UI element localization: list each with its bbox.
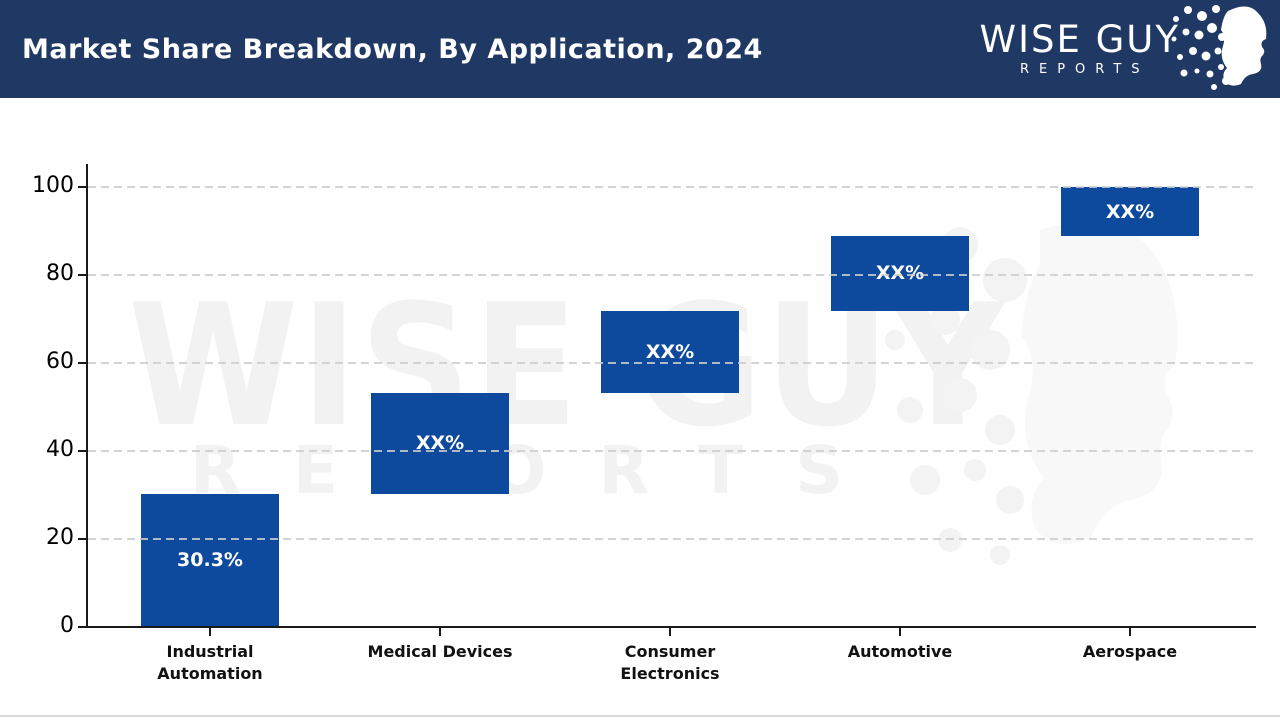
y-tick-label: 100 bbox=[32, 173, 74, 198]
bar-segment-2: XX% bbox=[371, 392, 509, 494]
x-category-label: Aerospace bbox=[1082, 642, 1178, 661]
bar-value-label: 30.3% bbox=[177, 549, 243, 572]
logo-face-icon bbox=[1171, 5, 1267, 90]
x-tick-mark bbox=[899, 628, 901, 636]
x-tick-mark bbox=[209, 628, 211, 636]
x-tick-mark bbox=[669, 628, 671, 636]
bar-segment-3: XX% bbox=[601, 310, 739, 393]
x-tick-mark bbox=[439, 628, 441, 636]
footer-divider bbox=[0, 715, 1280, 717]
bar-value-label: XX% bbox=[645, 340, 695, 363]
logo-subtitle: REPORTS bbox=[1019, 62, 1150, 77]
x-axis-spine bbox=[86, 626, 1256, 628]
gridline-80 bbox=[88, 274, 1254, 276]
wiseguy-logo: WISE GUY REPORTS bbox=[980, 1, 1280, 97]
y-tick-label: 20 bbox=[46, 525, 74, 550]
x-category-label: Automotive bbox=[847, 642, 953, 661]
chart-title: Market Share Breakdown, By Application, … bbox=[22, 33, 763, 65]
logo-wordmark: WISE GUY bbox=[979, 18, 1180, 61]
gridline-40 bbox=[88, 450, 1254, 452]
y-tick-mark bbox=[78, 274, 87, 276]
watermark-subtitle: REPORTS bbox=[190, 432, 895, 509]
bar-value-label: XX% bbox=[1105, 200, 1155, 223]
bar-segment-4: XX% bbox=[831, 236, 969, 311]
gridline-60 bbox=[88, 362, 1254, 364]
y-tick-mark bbox=[78, 626, 87, 628]
bar-value-label: XX% bbox=[415, 432, 465, 455]
y-tick-mark bbox=[78, 538, 87, 540]
y-axis-spine bbox=[86, 164, 88, 628]
logo-text: WISE GUY REPORTS bbox=[980, 21, 1180, 77]
bar-segment-5: XX% bbox=[1061, 187, 1199, 237]
x-category-label: Industrial Automation bbox=[157, 642, 263, 683]
x-category-label: Consumer Electronics bbox=[620, 642, 720, 683]
y-tick-label: 0 bbox=[60, 613, 74, 638]
header-bar: Market Share Breakdown, By Application, … bbox=[0, 0, 1280, 98]
x-tick-mark bbox=[1129, 628, 1131, 636]
y-tick-mark bbox=[78, 186, 87, 188]
y-tick-mark bbox=[78, 450, 87, 452]
gridline-20 bbox=[88, 538, 1254, 540]
y-tick-label: 40 bbox=[46, 437, 74, 462]
x-category-label: Medical Devices bbox=[367, 642, 513, 661]
gridline-100 bbox=[88, 186, 1254, 188]
bar-segment-1: 30.3% bbox=[141, 493, 279, 627]
y-tick-mark bbox=[78, 362, 87, 364]
y-tick-label: 80 bbox=[46, 261, 74, 286]
bar-value-label: XX% bbox=[875, 262, 925, 285]
y-tick-label: 60 bbox=[46, 349, 74, 374]
